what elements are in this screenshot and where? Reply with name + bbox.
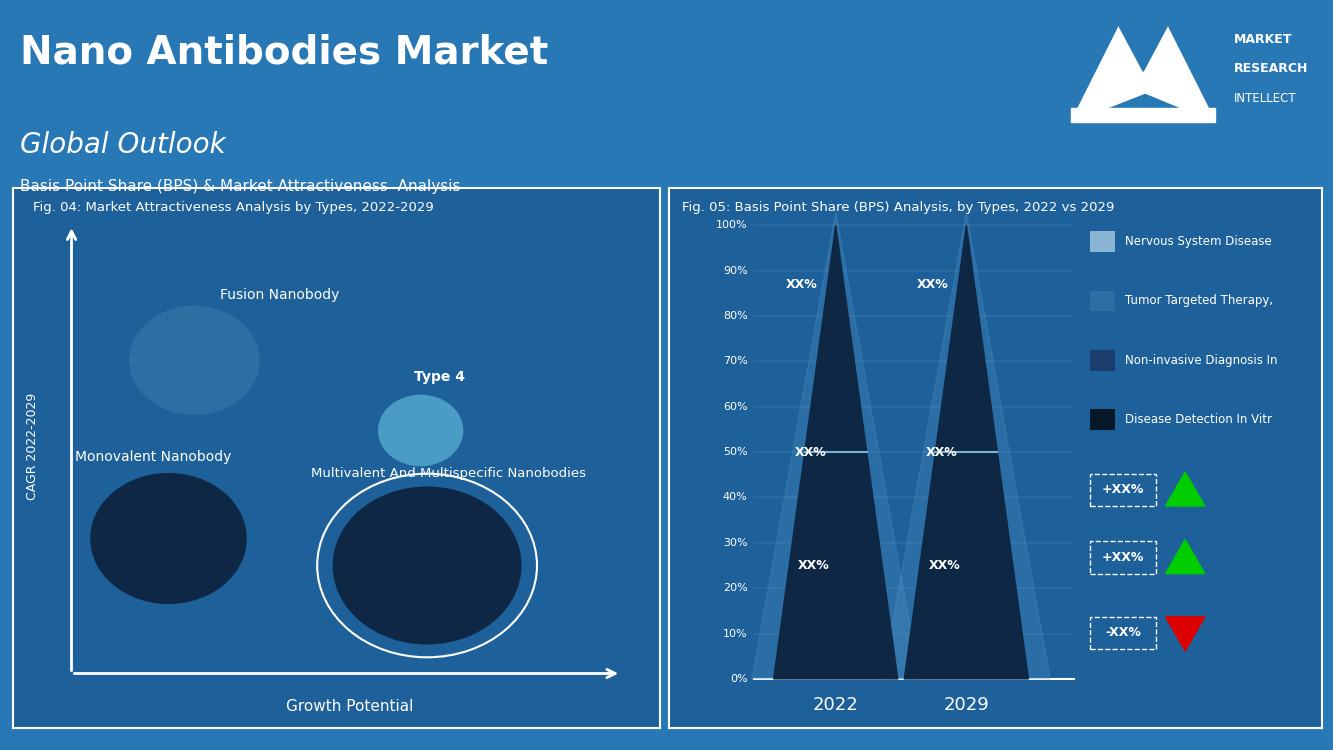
Polygon shape	[1133, 26, 1216, 122]
Polygon shape	[904, 225, 1029, 679]
Text: XX%: XX%	[794, 446, 826, 458]
Text: 60%: 60%	[722, 402, 748, 412]
Text: XX%: XX%	[916, 278, 948, 291]
Bar	[1090, 350, 1116, 370]
Text: 2022: 2022	[813, 696, 858, 714]
Text: Disease Detection In Vitr: Disease Detection In Vitr	[1125, 413, 1272, 426]
Text: INTELLECT: INTELLECT	[1234, 92, 1297, 105]
Text: 2029: 2029	[944, 696, 989, 714]
Text: Nervous System Disease: Nervous System Disease	[1125, 235, 1272, 248]
Text: 100%: 100%	[716, 220, 748, 230]
Text: Fusion Nanobody: Fusion Nanobody	[220, 289, 340, 302]
Text: Basis Point Share (BPS) & Market Attractiveness  Analysis: Basis Point Share (BPS) & Market Attract…	[20, 178, 460, 194]
Text: Fig. 05: Basis Point Share (BPS) Analysis, by Types, 2022 vs 2029: Fig. 05: Basis Point Share (BPS) Analysi…	[682, 201, 1114, 214]
Text: MARKET: MARKET	[1234, 33, 1293, 46]
Text: +XX%: +XX%	[1102, 484, 1144, 496]
Polygon shape	[1072, 26, 1157, 122]
Text: XX%: XX%	[798, 559, 830, 572]
Text: +XX%: +XX%	[1102, 551, 1144, 564]
Text: 50%: 50%	[722, 447, 748, 457]
Circle shape	[129, 306, 259, 414]
Text: Multivalent And Multispecific Nanobodies: Multivalent And Multispecific Nanobodies	[311, 467, 585, 480]
Text: 10%: 10%	[722, 628, 748, 638]
Text: XX%: XX%	[929, 559, 961, 572]
Text: Monovalent Nanobody: Monovalent Nanobody	[75, 451, 231, 464]
Text: Nano Antibodies Market: Nano Antibodies Market	[20, 34, 548, 72]
Text: Global Outlook: Global Outlook	[20, 131, 225, 159]
Text: Type 4: Type 4	[415, 370, 465, 383]
Polygon shape	[752, 211, 920, 679]
Circle shape	[91, 474, 247, 603]
Polygon shape	[882, 211, 1050, 679]
Bar	[1090, 410, 1116, 430]
Text: 30%: 30%	[722, 538, 748, 548]
Bar	[1072, 109, 1216, 122]
Text: RESEARCH: RESEARCH	[1234, 62, 1309, 76]
Circle shape	[379, 395, 463, 466]
Polygon shape	[1120, 26, 1168, 71]
Text: XX%: XX%	[785, 278, 817, 291]
Text: XX%: XX%	[925, 446, 957, 458]
Text: 20%: 20%	[722, 584, 748, 593]
Text: 70%: 70%	[722, 356, 748, 367]
Bar	[1090, 291, 1116, 311]
Text: 40%: 40%	[722, 493, 748, 502]
Polygon shape	[1165, 472, 1205, 506]
Polygon shape	[1165, 539, 1205, 574]
Text: 0%: 0%	[730, 674, 748, 684]
Circle shape	[333, 488, 521, 644]
Text: 80%: 80%	[722, 311, 748, 321]
Text: -XX%: -XX%	[1105, 626, 1141, 640]
Text: CAGR 2022-2029: CAGR 2022-2029	[27, 393, 39, 500]
Text: Tumor Targeted Therapy,: Tumor Targeted Therapy,	[1125, 295, 1273, 307]
Text: Fig. 04: Market Attractiveness Analysis by Types, 2022-2029: Fig. 04: Market Attractiveness Analysis …	[33, 201, 433, 214]
Text: 90%: 90%	[722, 266, 748, 276]
Bar	[1090, 231, 1116, 252]
Text: Non-invasive Diagnosis In: Non-invasive Diagnosis In	[1125, 354, 1277, 367]
Polygon shape	[1165, 616, 1205, 651]
Text: Growth Potential: Growth Potential	[285, 699, 413, 714]
Polygon shape	[773, 225, 898, 679]
